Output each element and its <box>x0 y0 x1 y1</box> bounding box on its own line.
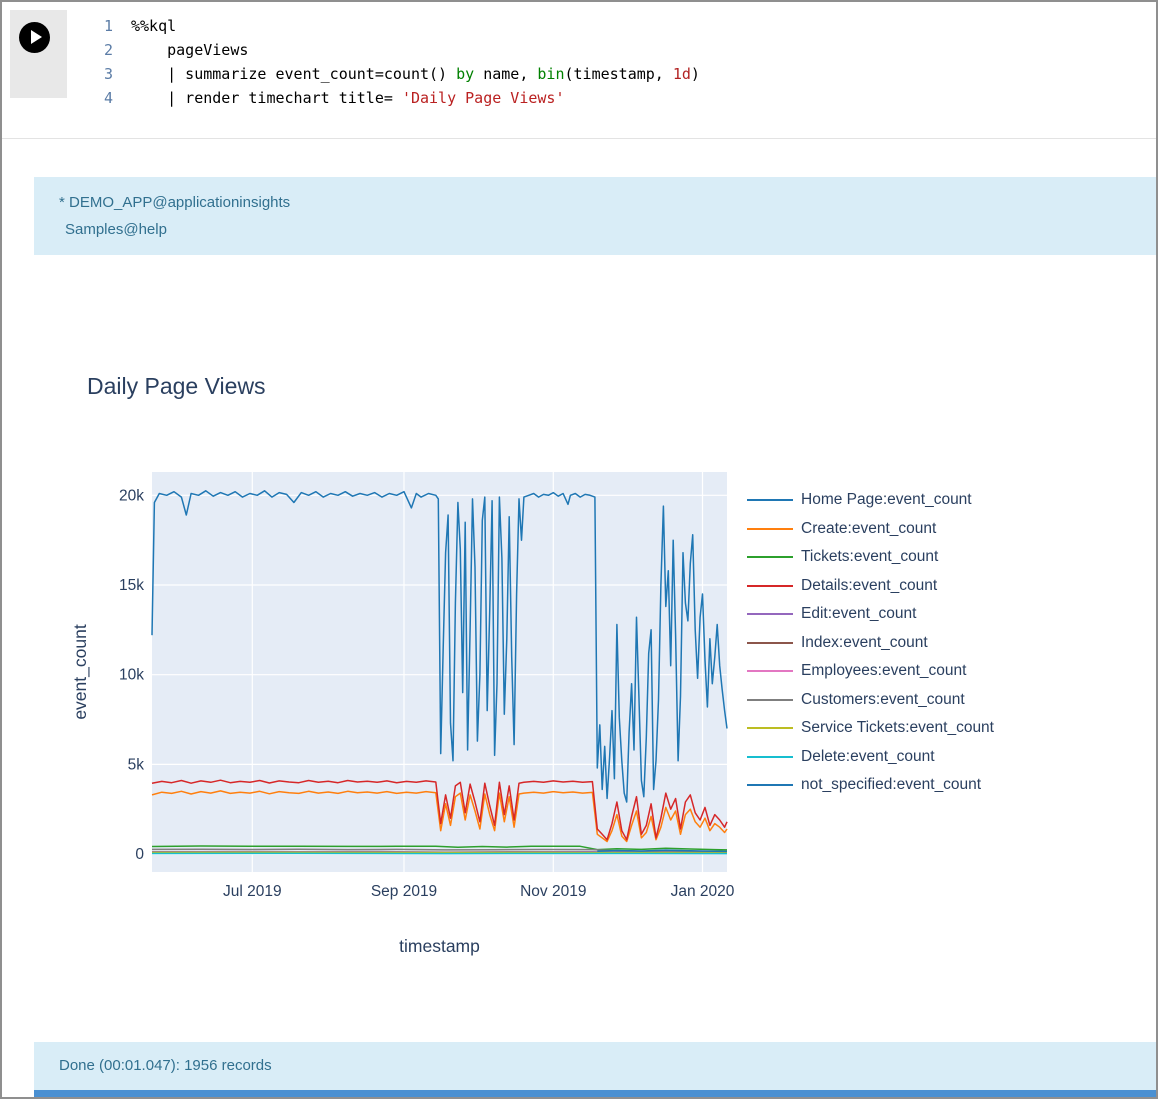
legend-label: Create:event_count <box>801 519 937 537</box>
legend-item[interactable]: Details:event_count <box>747 572 994 601</box>
svg-text:0: 0 <box>135 846 144 863</box>
timechart-plot[interactable]: Jul 2019 Sep 2019 Nov 2019 Jan 2020 0 5k 10k 15… <box>62 460 742 1005</box>
legend-line-swatch <box>747 641 793 644</box>
legend-line-swatch <box>747 727 793 730</box>
legend-line-swatch <box>747 784 793 787</box>
legend-label: Details:event_count <box>801 576 938 594</box>
svg-text:Nov 2019: Nov 2019 <box>520 883 586 900</box>
legend-item[interactable]: Delete:event_count <box>747 743 994 772</box>
code-line[interactable]: 3 | summarize event_count=count() by nam… <box>87 62 700 86</box>
legend-item[interactable]: Index:event_count <box>747 629 994 658</box>
legend-item[interactable]: Customers:event_count <box>747 686 994 715</box>
svg-text:15k: 15k <box>119 577 144 594</box>
legend-label: Home Page:event_count <box>801 491 972 509</box>
legend-item[interactable]: Create:event_count <box>747 515 994 544</box>
kernel-progress-bar <box>34 1090 1156 1097</box>
legend-item[interactable]: Edit:event_count <box>747 600 994 629</box>
legend-item[interactable]: Employees:event_count <box>747 657 994 686</box>
code-line[interactable]: 2 pageViews <box>87 38 700 62</box>
code-cell: 1 %%kql 2 pageViews 3 | summarize event_cou… <box>2 2 1156 110</box>
line-number: 1 <box>103 17 113 35</box>
legend-line-swatch <box>747 698 793 701</box>
code-line[interactable]: 1 %%kql <box>87 14 700 38</box>
connection-current: * DEMO_APP@applicationinsights <box>59 194 291 211</box>
legend-label: Tickets:event_count <box>801 548 939 566</box>
legend-label: Service Tickets:event_count <box>801 719 994 737</box>
status-text: Done (00:01.047): 1956 records <box>59 1057 272 1074</box>
chart-output: Daily Page Views Jul 2019 Sep 2019 Nov 201… <box>2 373 1156 1005</box>
svg-text:10k: 10k <box>119 667 144 684</box>
cell-prompt-area <box>10 10 67 98</box>
legend-item[interactable]: Tickets:event_count <box>747 543 994 572</box>
legend-label: Employees:event_count <box>801 662 967 680</box>
code-editor[interactable]: 1 %%kql 2 pageViews 3 | summarize event_cou… <box>67 10 700 110</box>
chart-legend: Home Page:event_count Create:event_count T… <box>747 460 994 1005</box>
connection-other: Samples@help <box>65 221 167 238</box>
run-cell-button[interactable] <box>19 22 50 53</box>
legend-item[interactable]: Service Tickets:event_count <box>747 714 994 743</box>
legend-label: not_specified:event_count <box>801 776 982 794</box>
status-box: Done (00:01.047): 1956 records <box>34 1042 1156 1090</box>
line-number: 3 <box>103 65 113 83</box>
chart-wrap: Jul 2019 Sep 2019 Nov 2019 Jan 2020 0 5k 10k 15… <box>62 460 1156 1005</box>
legend-label: Index:event_count <box>801 633 928 651</box>
legend-line-swatch <box>747 670 793 673</box>
svg-text:Jan 2020: Jan 2020 <box>671 883 735 900</box>
svg-text:20k: 20k <box>119 487 144 504</box>
legend-line-swatch <box>747 584 793 587</box>
legend-line-swatch <box>747 613 793 616</box>
legend-line-swatch <box>747 556 793 559</box>
legend-line-swatch <box>747 527 793 530</box>
chart-title: Daily Page Views <box>87 373 266 399</box>
svg-text:5k: 5k <box>128 756 145 773</box>
svg-text:event_count: event_count <box>70 624 91 719</box>
legend-label: Delete:event_count <box>801 747 935 765</box>
svg-text:timestamp: timestamp <box>399 936 480 956</box>
svg-text:Jul 2019: Jul 2019 <box>223 883 282 900</box>
legend-item[interactable]: not_specified:event_count <box>747 771 994 800</box>
svg-text:Sep 2019: Sep 2019 <box>371 883 437 900</box>
connection-info-box: * DEMO_APP@applicationinsights Samples@h… <box>34 177 1156 255</box>
line-number: 4 <box>103 89 113 107</box>
legend-label: Customers:event_count <box>801 690 965 708</box>
legend-line-swatch <box>747 755 793 758</box>
legend-label: Edit:event_count <box>801 605 917 623</box>
legend-item[interactable]: Home Page:event_count <box>747 486 994 515</box>
line-number: 2 <box>103 41 113 59</box>
code-line[interactable]: 4 | render timechart title= 'Daily Page … <box>87 86 700 110</box>
legend-line-swatch <box>747 499 793 502</box>
cell-divider <box>2 138 1156 139</box>
